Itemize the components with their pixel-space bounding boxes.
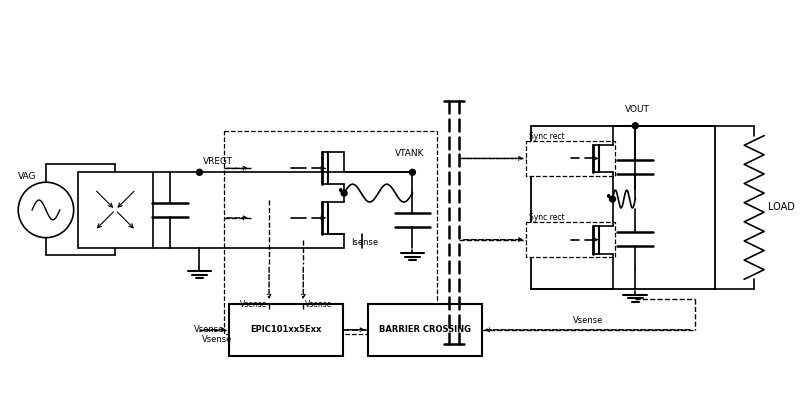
Circle shape (341, 190, 347, 196)
Bar (224, 131, 437, 334)
Circle shape (18, 182, 74, 238)
Bar (531, 126, 714, 289)
Polygon shape (251, 205, 290, 231)
Text: Vsense: Vsense (240, 300, 267, 309)
Text: LOAD: LOAD (768, 202, 795, 212)
Circle shape (410, 169, 415, 175)
Bar (229, 304, 343, 356)
Bar (526, 222, 615, 258)
Text: Isense: Isense (351, 238, 378, 247)
Circle shape (197, 169, 202, 175)
Polygon shape (535, 228, 571, 251)
Text: VAG: VAG (18, 172, 37, 181)
Text: Sync rect: Sync rect (530, 131, 565, 140)
Bar (368, 304, 482, 356)
Bar (526, 140, 615, 176)
Polygon shape (251, 155, 290, 181)
Text: VOUT: VOUT (626, 105, 650, 114)
Text: Vsense: Vsense (194, 325, 224, 334)
Text: •: • (336, 185, 343, 198)
Text: Vsense: Vsense (202, 335, 232, 344)
Text: BARRIER CROSSING: BARRIER CROSSING (379, 325, 471, 334)
Text: Vsense: Vsense (573, 316, 603, 325)
Circle shape (610, 196, 615, 202)
Bar (78, 172, 153, 247)
Text: VTANK: VTANK (394, 149, 424, 158)
Polygon shape (535, 147, 571, 170)
Circle shape (632, 123, 638, 129)
Circle shape (330, 214, 362, 245)
Text: VREGT: VREGT (202, 158, 233, 166)
Text: EPIC101xx5Exx: EPIC101xx5Exx (250, 325, 322, 334)
Text: Vsense: Vsense (306, 300, 333, 309)
Text: •: • (605, 191, 612, 204)
Text: Sync rect: Sync rect (530, 213, 565, 222)
